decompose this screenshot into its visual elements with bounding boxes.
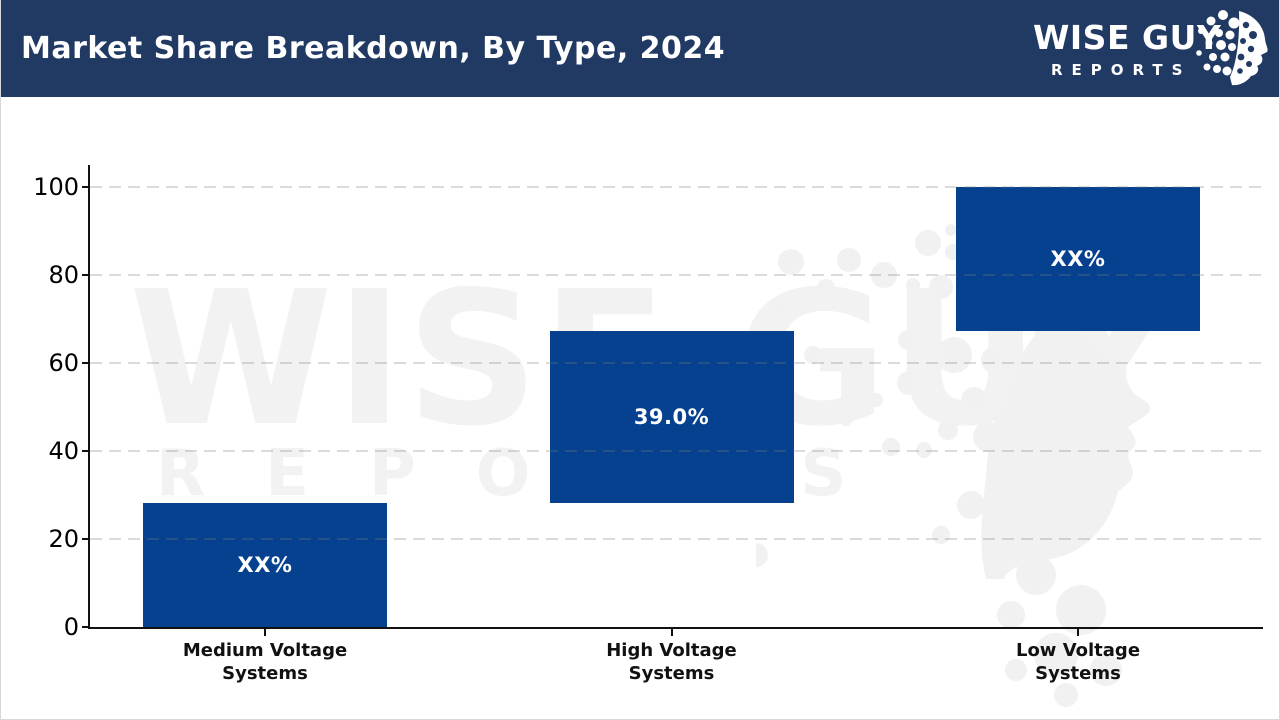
gridline-y80 <box>90 273 1263 276</box>
x-tick-3 <box>1077 629 1079 636</box>
y-tick-label-60: 60 <box>48 348 79 377</box>
bar-3: XX% <box>956 186 1200 331</box>
x-category-line1: Medium Voltage <box>182 640 348 661</box>
logo-text-line1: WISE GUY <box>1033 18 1222 57</box>
y-tick-label-0: 0 <box>63 613 79 641</box>
bar-value-label: 39.0% <box>633 404 710 429</box>
y-tick-0 <box>82 626 90 628</box>
x-category-line1: Low Voltage <box>1015 640 1141 661</box>
x-category-line2: Systems <box>222 663 308 684</box>
y-tick-80 <box>82 273 90 276</box>
bar-1: XX% <box>143 502 387 627</box>
logo-wordmark: WISE GUY REPORTS <box>1033 18 1222 79</box>
gridline-y20 <box>90 537 1263 540</box>
bar-value-label: XX% <box>237 552 293 577</box>
figure-header: Market Share Breakdown, By Type, 2024 WI… <box>1 0 1279 97</box>
y-tick-60 <box>82 361 90 364</box>
y-tick-label-100: 100 <box>33 172 79 201</box>
x-category-line1: High Voltage <box>606 640 737 661</box>
x-axis-line <box>88 627 1263 629</box>
wise-guy-reports-logo: WISE GUY REPORTS <box>1033 9 1268 85</box>
watermark-head-dots-icon <box>756 216 1151 707</box>
y-tick-label-80: 80 <box>48 260 79 289</box>
chart-title: Market Share Breakdown, By Type, 2024 <box>21 31 726 66</box>
bar-value-label: XX% <box>1050 246 1106 271</box>
bar-2: 39.0% <box>549 330 794 503</box>
y-tick-label-20: 20 <box>48 524 79 553</box>
gridline-y40 <box>90 449 1263 452</box>
gridline-y60 <box>90 361 1263 364</box>
x-category-label-2: High Voltage Systems <box>462 639 882 685</box>
x-category-label-1: Medium Voltage Systems <box>55 639 475 685</box>
logo-text-line2: REPORTS <box>1051 61 1191 79</box>
y-tick-40 <box>82 449 90 452</box>
y-tick-20 <box>82 537 90 540</box>
y-axis-line <box>88 165 90 628</box>
watermark-face-profile <box>981 323 1151 579</box>
x-category-line2: Systems <box>628 663 715 684</box>
x-category-line2: Systems <box>1035 663 1121 684</box>
x-tick-2 <box>670 629 673 636</box>
x-category-label-3: Low Voltage Systems <box>868 639 1279 685</box>
logo-face-profile-icon <box>1230 10 1268 85</box>
x-tick-1 <box>264 629 266 636</box>
chart-area: WISE GUY REPORTS <box>1 97 1279 719</box>
y-tick-100 <box>82 185 90 188</box>
gridline-y100 <box>90 185 1263 188</box>
y-tick-label-40: 40 <box>48 436 79 465</box>
